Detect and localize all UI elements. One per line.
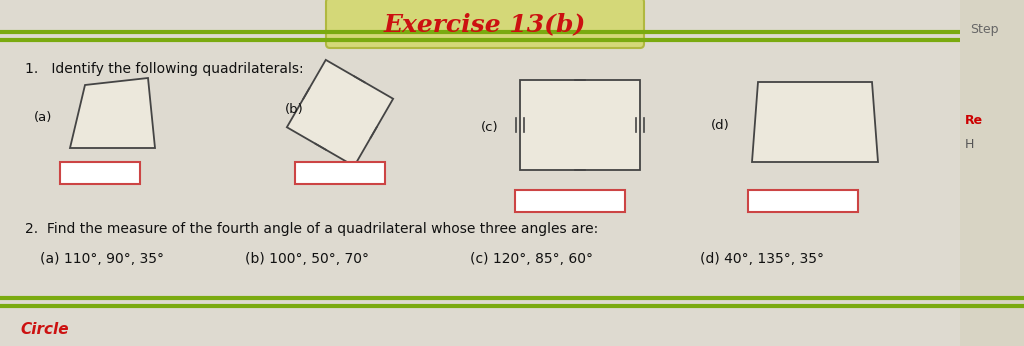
Polygon shape <box>752 82 878 162</box>
Text: (b): (b) <box>285 103 304 117</box>
Bar <box>60 162 140 184</box>
Bar <box>295 162 385 184</box>
Polygon shape <box>70 78 155 148</box>
Text: (c) 120°, 85°, 60°: (c) 120°, 85°, 60° <box>470 252 593 266</box>
Polygon shape <box>287 60 393 166</box>
Text: Re: Re <box>965 113 983 127</box>
Bar <box>520 80 640 170</box>
Bar <box>748 190 858 212</box>
Text: Step: Step <box>970 24 998 36</box>
Text: Exercise 13(b): Exercise 13(b) <box>384 12 586 36</box>
Text: (a): (a) <box>34 111 52 125</box>
Text: 1.   Identify the following quadrilaterals:: 1. Identify the following quadrilaterals… <box>25 62 304 76</box>
Text: (b) 100°, 50°, 70°: (b) 100°, 50°, 70° <box>245 252 369 266</box>
Text: H: H <box>965 138 975 152</box>
Text: (a) 110°, 90°, 35°: (a) 110°, 90°, 35° <box>40 252 164 266</box>
Text: 2.  Find the measure of the fourth angle of a quadrilateral whose three angles a: 2. Find the measure of the fourth angle … <box>25 222 598 236</box>
Text: (c): (c) <box>480 121 498 135</box>
Text: (d): (d) <box>712 118 730 131</box>
Text: (d) 40°, 135°, 35°: (d) 40°, 135°, 35° <box>700 252 824 266</box>
FancyBboxPatch shape <box>326 0 644 48</box>
Text: Circle: Circle <box>20 322 69 337</box>
Bar <box>515 190 625 212</box>
